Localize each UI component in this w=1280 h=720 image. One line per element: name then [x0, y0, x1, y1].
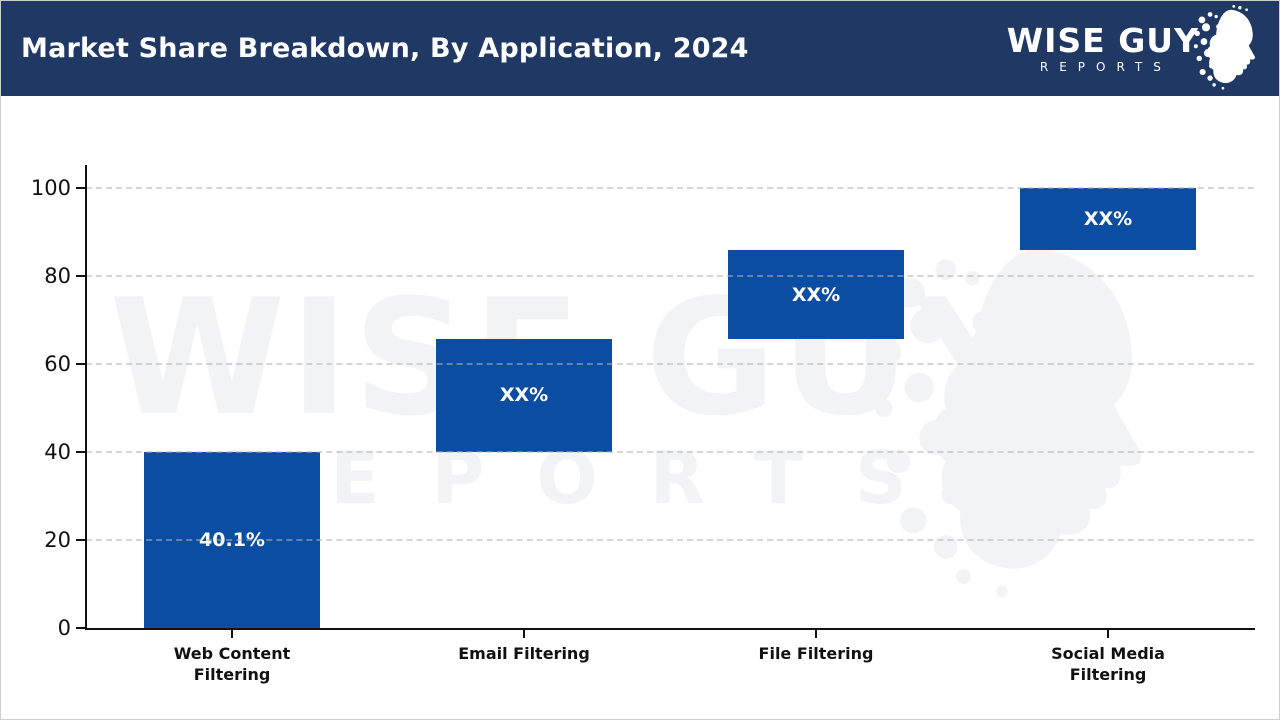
- y-tick-label-100: 100: [30, 176, 71, 200]
- gridline-40: [86, 451, 1254, 453]
- page-title: Market Share Breakdown, By Application, …: [21, 33, 749, 64]
- x-tick-mark-social-media-filtering: [1107, 630, 1109, 638]
- y-tick-mark-0: [76, 627, 86, 629]
- y-tick-label-40: 40: [44, 440, 71, 464]
- logo-head-icon: [1193, 4, 1255, 90]
- bar-value-label: XX%: [1083, 208, 1133, 231]
- y-tick-label-80: 80: [44, 264, 71, 288]
- bar-value-label: XX%: [499, 384, 549, 407]
- y-tick-label-20: 20: [44, 528, 71, 552]
- y-tick-mark-80: [76, 275, 86, 277]
- bar-email-filtering: XX%: [436, 339, 612, 452]
- x-tick-mark-web-content-filtering: [231, 630, 233, 638]
- x-axis-line: [85, 628, 1255, 630]
- category-label-email-filtering: Email Filtering: [458, 644, 590, 663]
- chart-area: WISE GUY REPORTS 40.1% XX% XX% XX% 0 20 40 60 8…: [1, 96, 1279, 719]
- plot-area: 40.1% XX% XX% XX%: [86, 165, 1254, 628]
- category-label-file-filtering: File Filtering: [758, 644, 874, 663]
- header: Market Share Breakdown, By Application, …: [1, 1, 1279, 96]
- bar-social-media-filtering: XX%: [1020, 188, 1196, 251]
- bar-value-label: XX%: [791, 283, 841, 306]
- y-axis-line: [85, 165, 87, 630]
- watermark-head-icon: [874, 248, 1142, 598]
- category-label-social-media-filtering: Social Media Filtering: [1051, 644, 1165, 684]
- y-tick-mark-60: [76, 363, 86, 365]
- y-tick-mark-40: [76, 451, 86, 453]
- y-tick-label-60: 60: [44, 352, 71, 376]
- gridline-60: [86, 363, 1254, 365]
- x-tick-mark-file-filtering: [815, 630, 817, 638]
- logo-text: WISE GUY REPORTS: [1007, 24, 1199, 74]
- gridline-20: [86, 539, 1254, 541]
- y-tick-mark-100: [76, 187, 86, 189]
- logo-wordmark: WISE GUY: [1006, 20, 1199, 60]
- gridline-100: [86, 187, 1254, 189]
- y-tick-label-0: 0: [57, 616, 71, 640]
- category-label-web-content-filtering: Web Content Filtering: [173, 644, 291, 684]
- bar-file-filtering: XX%: [728, 250, 904, 340]
- logo-subtitle: REPORTS: [1039, 59, 1172, 74]
- x-tick-mark-email-filtering: [523, 630, 525, 638]
- y-tick-mark-20: [76, 539, 86, 541]
- wise-guy-reports-logo: WISE GUY REPORTS: [1007, 4, 1271, 93]
- gridline-80: [86, 275, 1254, 277]
